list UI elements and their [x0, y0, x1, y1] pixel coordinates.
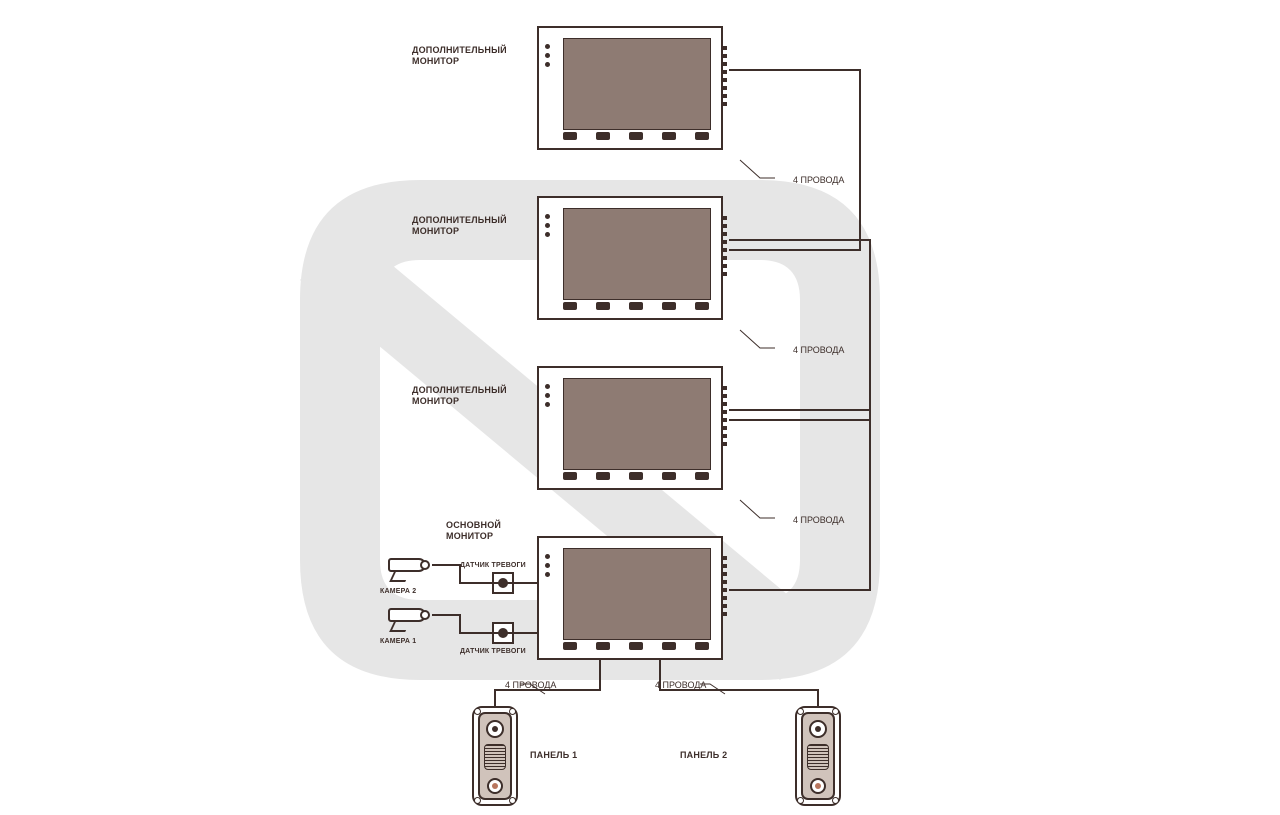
panel-label: ПАНЕЛЬ 1 — [530, 750, 577, 761]
outdoor-panel — [472, 706, 518, 806]
side-connector — [721, 556, 727, 620]
indicator-leds — [545, 380, 557, 411]
monitor-label: ДОПОЛНИТЕЛЬНЫЙ МОНИТОР — [412, 385, 507, 408]
monitor-screen — [563, 38, 711, 130]
leader-line — [740, 330, 775, 348]
monitor-label: ОСНОВНОЙ МОНИТОР — [446, 520, 501, 543]
sensor-label: ДАТЧИК ТРЕВОГИ — [460, 648, 526, 655]
side-connector — [721, 46, 727, 110]
monitor-screen — [563, 208, 711, 300]
monitor-buttons — [563, 639, 709, 653]
wire-count-label: 4 ПРОВОДА — [793, 175, 844, 185]
cctv-camera-icon — [388, 556, 444, 584]
panel-speaker-icon — [484, 744, 506, 770]
indicator-leds — [545, 210, 557, 241]
camera-label: КАМЕРА 2 — [380, 588, 416, 595]
panel-camera-icon — [809, 720, 827, 738]
leader-line — [740, 160, 775, 178]
leader-line — [740, 500, 775, 518]
panel-label: ПАНЕЛЬ 2 — [680, 750, 727, 761]
monitor-label: ДОПОЛНИТЕЛЬНЫЙ МОНИТОР — [412, 45, 507, 68]
side-connector — [721, 386, 727, 450]
monitor-buttons — [563, 299, 709, 313]
indicator-leds — [545, 550, 557, 581]
camera-label: КАМЕРА 1 — [380, 638, 416, 645]
monitor-screen — [563, 548, 711, 640]
panel-speaker-icon — [807, 744, 829, 770]
wire — [729, 410, 870, 590]
wire — [729, 240, 870, 420]
wire-count-label: 4 ПРОВОДА — [505, 680, 556, 690]
wire-count-label: 4 ПРОВОДА — [655, 680, 706, 690]
cctv-camera-icon — [388, 606, 444, 634]
alarm-sensor-icon — [492, 622, 514, 644]
additional-monitor — [537, 366, 723, 490]
monitor-screen — [563, 378, 711, 470]
sensor-label: ДАТЧИК ТРЕВОГИ — [460, 562, 526, 569]
main-monitor — [537, 536, 723, 660]
outdoor-panel — [795, 706, 841, 806]
additional-monitor — [537, 196, 723, 320]
panel-call-button-icon — [810, 778, 826, 794]
wire — [432, 615, 537, 633]
side-connector — [721, 216, 727, 280]
additional-monitor — [537, 26, 723, 150]
alarm-sensor-icon — [492, 572, 514, 594]
wire-count-label: 4 ПРОВОДА — [793, 515, 844, 525]
monitor-buttons — [563, 469, 709, 483]
wire-count-label: 4 ПРОВОДА — [793, 345, 844, 355]
panel-call-button-icon — [487, 778, 503, 794]
wire — [729, 70, 860, 250]
monitor-label: ДОПОЛНИТЕЛЬНЫЙ МОНИТОР — [412, 215, 507, 238]
panel-camera-icon — [486, 720, 504, 738]
indicator-leds — [545, 40, 557, 71]
monitor-buttons — [563, 129, 709, 143]
diagram-stage: ДОПОЛНИТЕЛЬНЫЙ МОНИТОР ДОПОЛНИТЕЛЬНЫЙ МОН… — [0, 0, 1280, 815]
